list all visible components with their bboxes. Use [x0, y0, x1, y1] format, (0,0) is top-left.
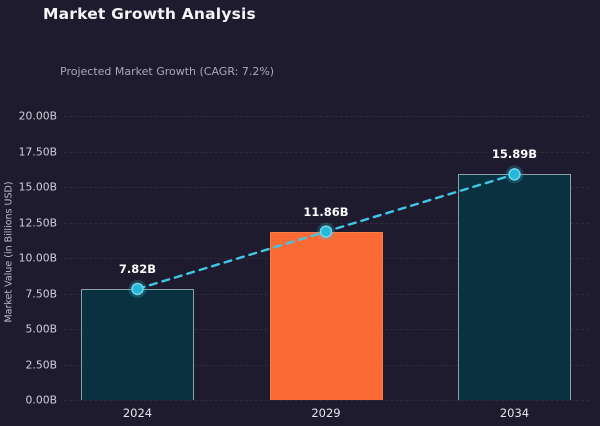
x-tick-label-2034: 2034 [499, 406, 530, 420]
y-tick-label: 7.50B [25, 287, 57, 300]
bar-2024 [81, 288, 194, 400]
bar-value-label-2029: 11.86B [303, 204, 349, 219]
gridline-17.50B [64, 151, 589, 153]
bar-value-label-2024: 7.82B [118, 261, 157, 276]
y-tick-label: 15.00B [18, 180, 57, 194]
bar-2029 [269, 231, 383, 400]
bar-2034 [458, 174, 571, 400]
y-tick-label: 10.00B [18, 251, 57, 265]
chart-title: Market Growth Analysis [43, 5, 256, 23]
y-tick-label: 12.50B [18, 216, 57, 229]
bar-value-label-2034: 15.89B [491, 147, 538, 162]
gridline-0.00B [64, 400, 589, 401]
y-tick-label: 0.00B [25, 393, 57, 407]
x-tick-label-2024: 2024 [122, 406, 153, 420]
gridline-20.00B [64, 116, 589, 117]
chart-subtitle: Projected Market Growth (CAGR: 7.2%) [60, 65, 275, 78]
x-tick-label-2029: 2029 [311, 406, 341, 420]
y-tick-label: 2.50B [25, 358, 57, 371]
y-tick-label: 17.50B [18, 145, 57, 158]
y-tick-label: 20.00B [18, 109, 57, 123]
y-tick-label: 5.00B [25, 322, 57, 336]
